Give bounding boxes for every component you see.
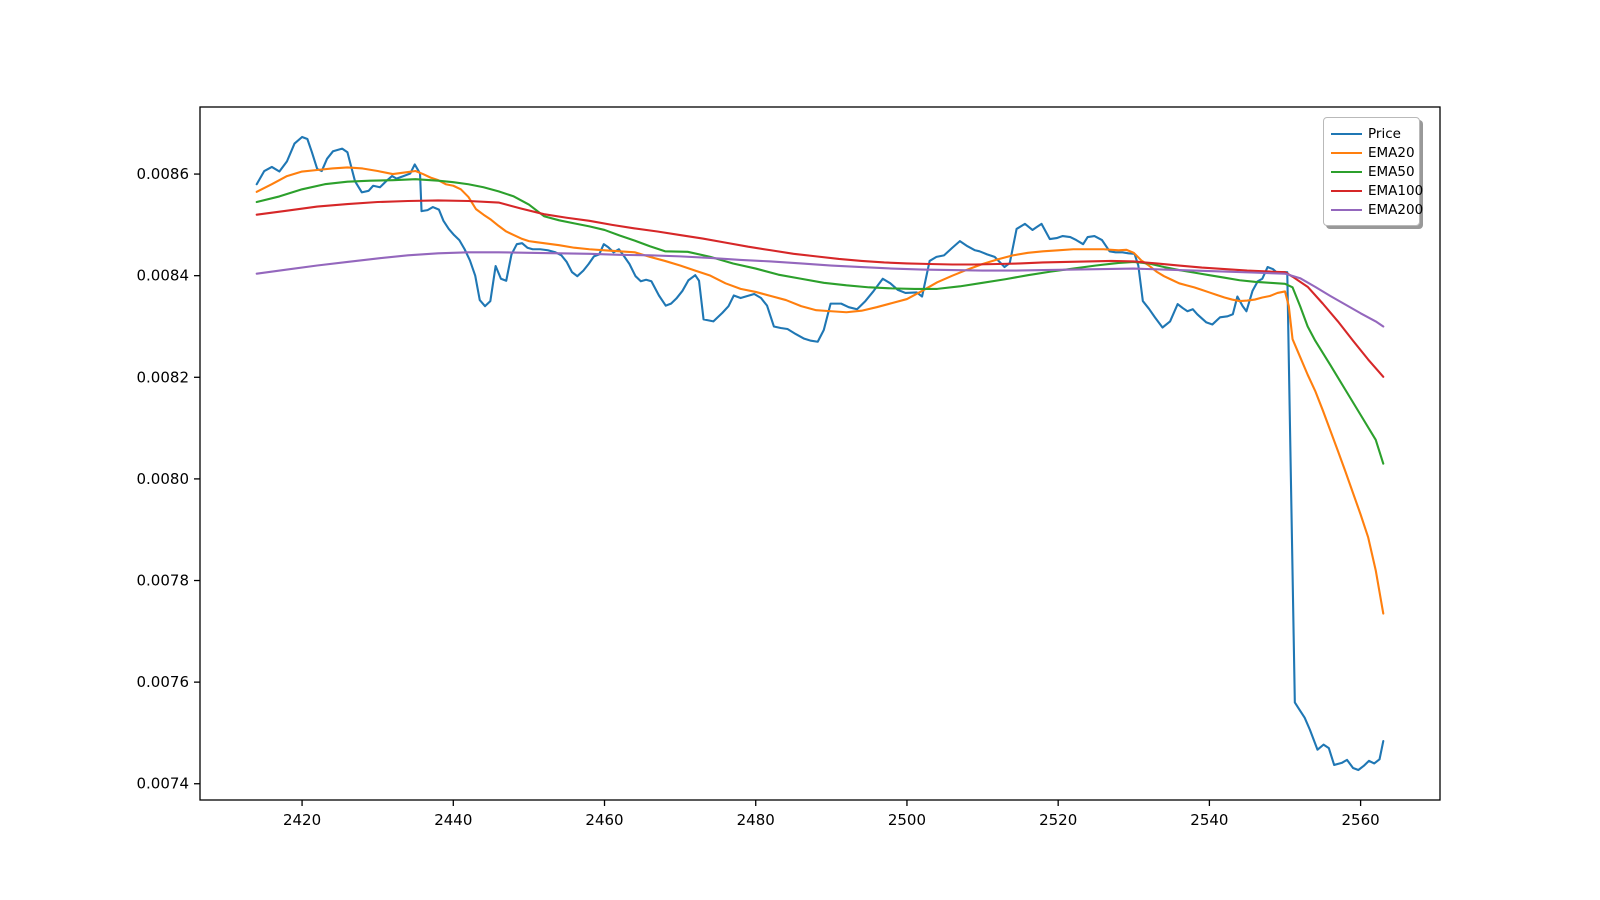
series-line-ema100 xyxy=(255,199,1385,378)
legend-label: EMA200 xyxy=(1368,201,1424,218)
x-tick-label: 2440 xyxy=(434,811,472,829)
legend-line-sample xyxy=(1331,208,1362,211)
legend-line-sample xyxy=(1331,151,1362,154)
legend-line-sample xyxy=(1331,170,1362,173)
series-line-price xyxy=(255,135,1385,772)
legend-item-ema50: EMA50 xyxy=(1331,162,1415,181)
plot-area: 2420 2440 2460 2480 2500 2520 2540 2560 0.0074 0.… xyxy=(137,106,1441,829)
x-tick-label: 2420 xyxy=(283,811,321,829)
x-tick-label: 2560 xyxy=(1342,811,1380,829)
plot-border xyxy=(199,106,1441,801)
x-tick-label: 2480 xyxy=(737,811,775,829)
y-tick-label: 0.0080 xyxy=(137,470,190,488)
legend-line-sample xyxy=(1331,189,1362,192)
legend-item-price: Price xyxy=(1331,124,1411,143)
legend-item-ema20: EMA20 xyxy=(1331,143,1415,162)
x-tick-label: 2460 xyxy=(585,811,623,829)
x-tick-label: 2540 xyxy=(1190,811,1228,829)
legend-label: EMA50 xyxy=(1368,163,1415,180)
y-tick-label: 0.0076 xyxy=(137,673,190,691)
legend-label: Price xyxy=(1368,125,1401,142)
legend-item-ema100: EMA100 xyxy=(1331,181,1423,200)
x-tick-label: 2520 xyxy=(1039,811,1077,829)
y-tick-label: 0.0078 xyxy=(137,572,190,590)
legend: Price EMA20 EMA50 EMA100 EMA200 xyxy=(1323,117,1423,226)
legend-label: EMA20 xyxy=(1368,144,1415,161)
x-tick-label: 2500 xyxy=(888,811,926,829)
legend-label: EMA100 xyxy=(1368,182,1424,199)
legend-line-sample xyxy=(1331,132,1362,135)
y-tick-label: 0.0082 xyxy=(137,368,190,386)
y-tick-label: 0.0074 xyxy=(137,775,190,793)
series-line-ema50 xyxy=(255,178,1385,465)
legend-item-ema200: EMA200 xyxy=(1331,200,1423,219)
y-tick-label: 0.0084 xyxy=(137,267,190,285)
series-line-ema200 xyxy=(255,251,1385,328)
series-line-ema20 xyxy=(255,166,1385,615)
y-tick-label: 0.0086 xyxy=(137,165,190,183)
